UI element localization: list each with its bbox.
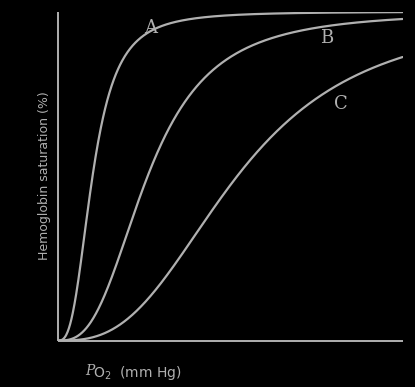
- Text: C: C: [334, 95, 347, 113]
- Text: P: P: [85, 364, 95, 378]
- Text: A: A: [144, 19, 158, 37]
- Text: $\mathregular{O_2}$  (mm Hg): $\mathregular{O_2}$ (mm Hg): [93, 364, 181, 382]
- Text: B: B: [320, 29, 333, 47]
- Y-axis label: Hemoglobin saturation (%): Hemoglobin saturation (%): [38, 92, 51, 260]
